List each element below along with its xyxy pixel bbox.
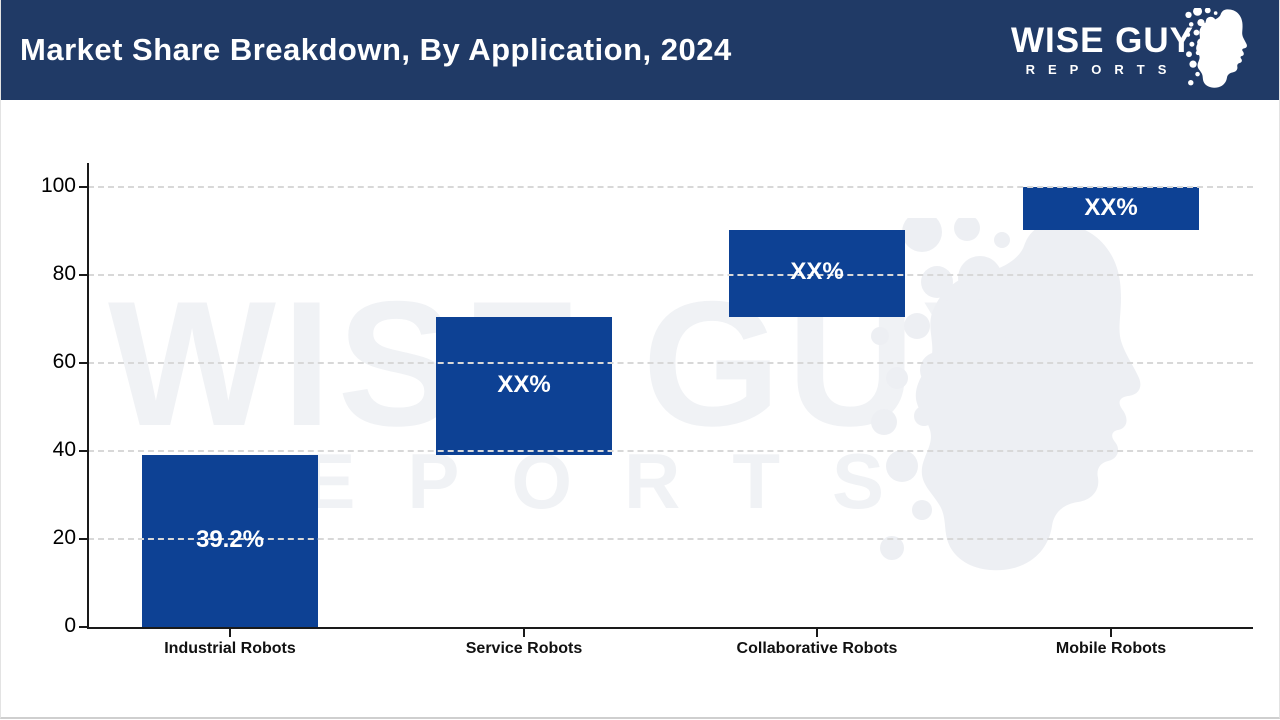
y-axis-tick — [79, 362, 88, 364]
x-axis-tick — [523, 629, 525, 637]
gridline — [88, 362, 1253, 364]
x-axis-tick — [816, 629, 818, 637]
bar-mobile-robots — [1023, 187, 1199, 231]
gridline — [88, 450, 1253, 452]
brand-name: WISE GUY — [1010, 21, 1194, 60]
x-axis-line — [87, 627, 1253, 629]
y-axis-tick — [79, 274, 88, 276]
bar-service-robots — [436, 316, 612, 455]
x-axis-category-label: Industrial Robots — [164, 640, 296, 657]
x-axis-category-label: Service Robots — [465, 640, 583, 657]
y-axis-tick — [79, 186, 88, 188]
page-title: Market Share Breakdown, By Application, … — [20, 32, 732, 67]
y-axis-line — [87, 163, 89, 629]
y-axis-tick-label: 100 — [40, 174, 76, 197]
dotted-head-profile-icon — [1185, 7, 1247, 88]
gridline — [88, 274, 1253, 276]
x-axis-tick — [229, 629, 231, 637]
bar-collaborative-robots — [729, 230, 905, 317]
bar-value-label: XX% — [790, 258, 844, 286]
bar-value-label: 39.2% — [195, 525, 265, 553]
y-axis-tick-label: 80 — [52, 262, 76, 285]
header-bar: Market Share Breakdown, By Application, … — [0, 0, 1280, 100]
x-axis-tick — [1110, 629, 1112, 637]
gridline — [88, 538, 1253, 540]
brand-subtitle: REPORTS — [1025, 62, 1180, 77]
bar-value-label: XX% — [497, 370, 551, 398]
y-axis-tick — [79, 538, 88, 540]
bar-value-label: XX% — [1084, 193, 1138, 221]
x-axis-category-label: Collaborative Robots — [736, 640, 898, 657]
brand-logo: WISE GUY REPORTS — [1011, 7, 1280, 93]
y-axis-tick — [79, 626, 88, 628]
y-axis-tick — [79, 450, 88, 452]
y-axis-tick-label: 20 — [52, 526, 76, 549]
y-axis-tick-label: 60 — [52, 350, 76, 373]
y-axis-tick-label: 40 — [52, 438, 76, 461]
gridline — [88, 186, 1253, 188]
y-axis-tick-label: 0 — [64, 614, 76, 637]
x-axis-category-label: Mobile Robots — [1055, 640, 1167, 657]
bar-industrial-robots — [142, 454, 318, 627]
brand-logo-text: WISE GUY REPORTS — [1011, 23, 1194, 77]
